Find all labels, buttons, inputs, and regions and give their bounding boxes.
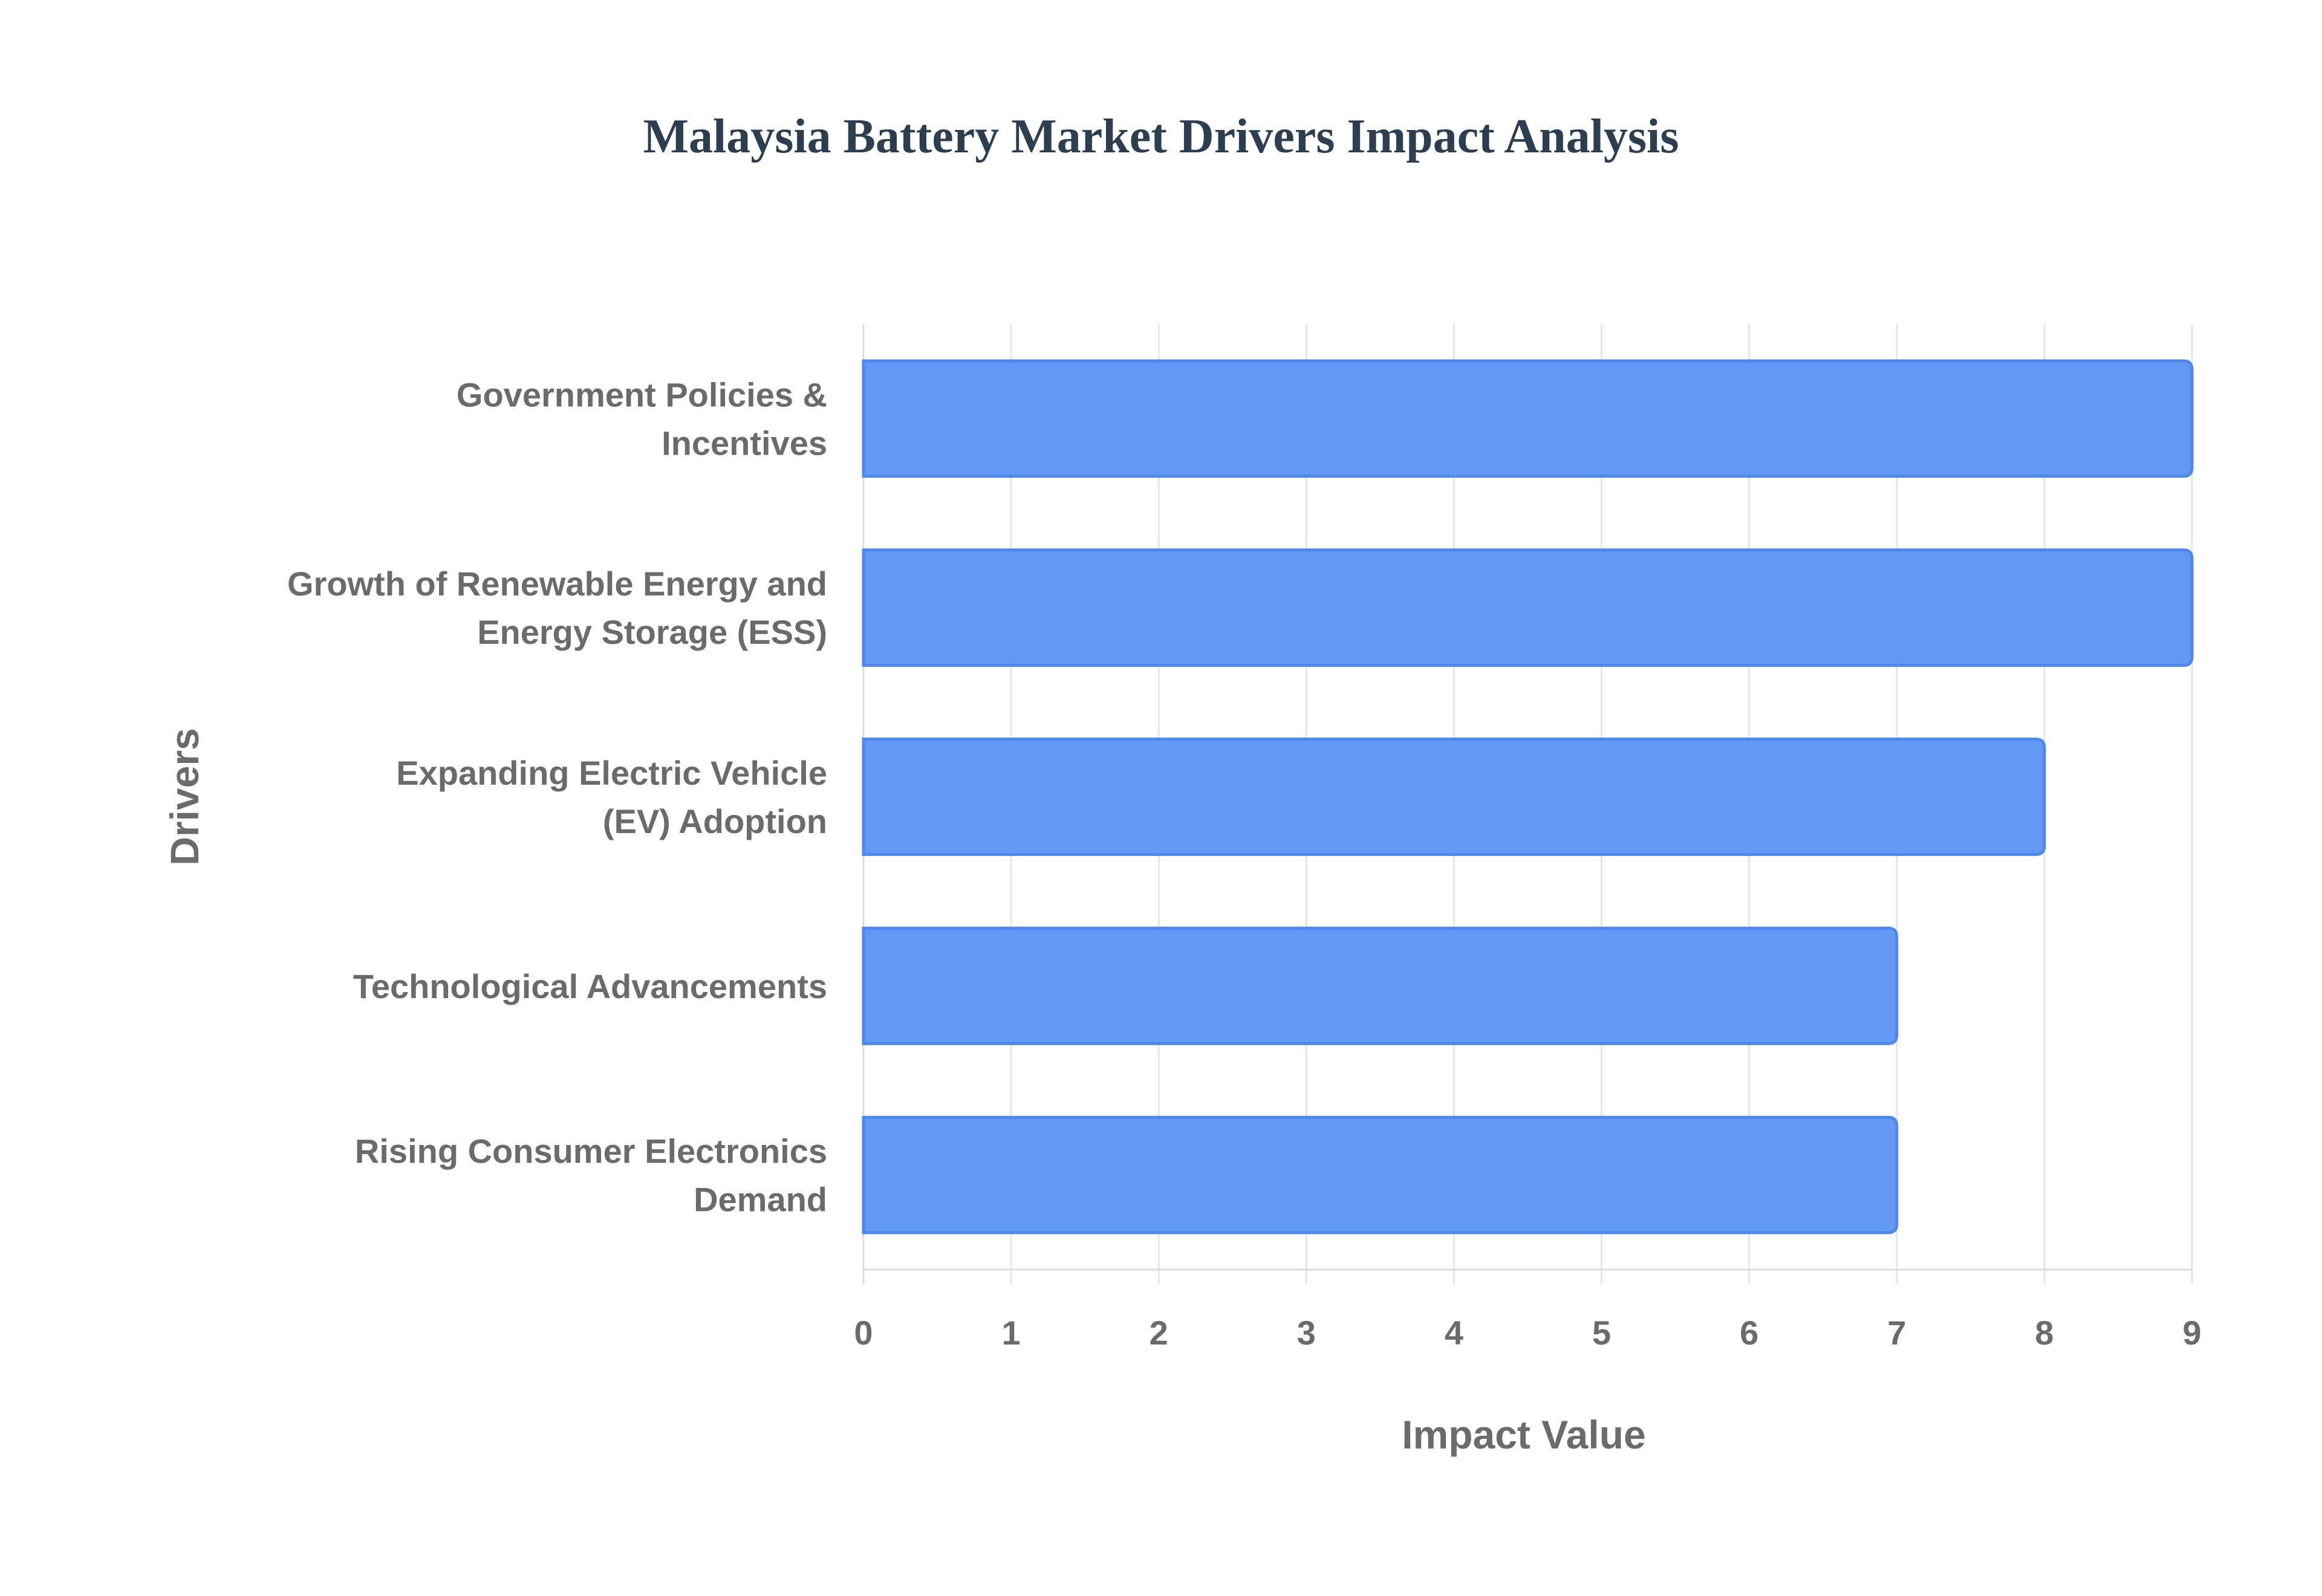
x-tick-labels: 0 1 2 3 4 5 6 7 8 9 [854,1314,2201,1352]
category-label: Expanding Electric Vehicle (EV) Adoption [396,754,827,840]
x-axis-title: Impact Value [1402,1412,1646,1457]
bar [862,1115,1899,1234]
bar [862,359,2194,478]
bar [862,548,2194,667]
category-label: Growth of Renewable Energy and Energy Sto… [287,565,827,651]
chart-title: Malaysia Battery Market Drivers Impact A… [643,110,1679,163]
x-tick-label: 4 [1445,1314,1463,1352]
x-tick-label: 8 [2035,1314,2054,1352]
bars [862,359,2194,1234]
category-label: Government Policies & Incentives [457,375,827,462]
bar [862,926,1899,1045]
category-label: Technological Advancements [353,967,827,1005]
x-tick-label: 9 [2182,1314,2201,1352]
x-tick-label: 1 [1002,1314,1021,1352]
bar [862,738,2046,856]
x-tick-label: 0 [854,1314,873,1352]
category-label: Rising Consumer Electronics Demand [355,1132,827,1219]
category-labels: Government Policies & Incentives Growth of… [287,375,827,1218]
y-axis-title: Drivers [162,728,207,866]
x-tick-label: 3 [1297,1314,1316,1352]
x-tick-label: 6 [1740,1314,1758,1352]
x-tick-label: 2 [1150,1314,1168,1352]
x-tick-label: 7 [1887,1314,1906,1352]
x-tick-label: 5 [1592,1314,1611,1352]
